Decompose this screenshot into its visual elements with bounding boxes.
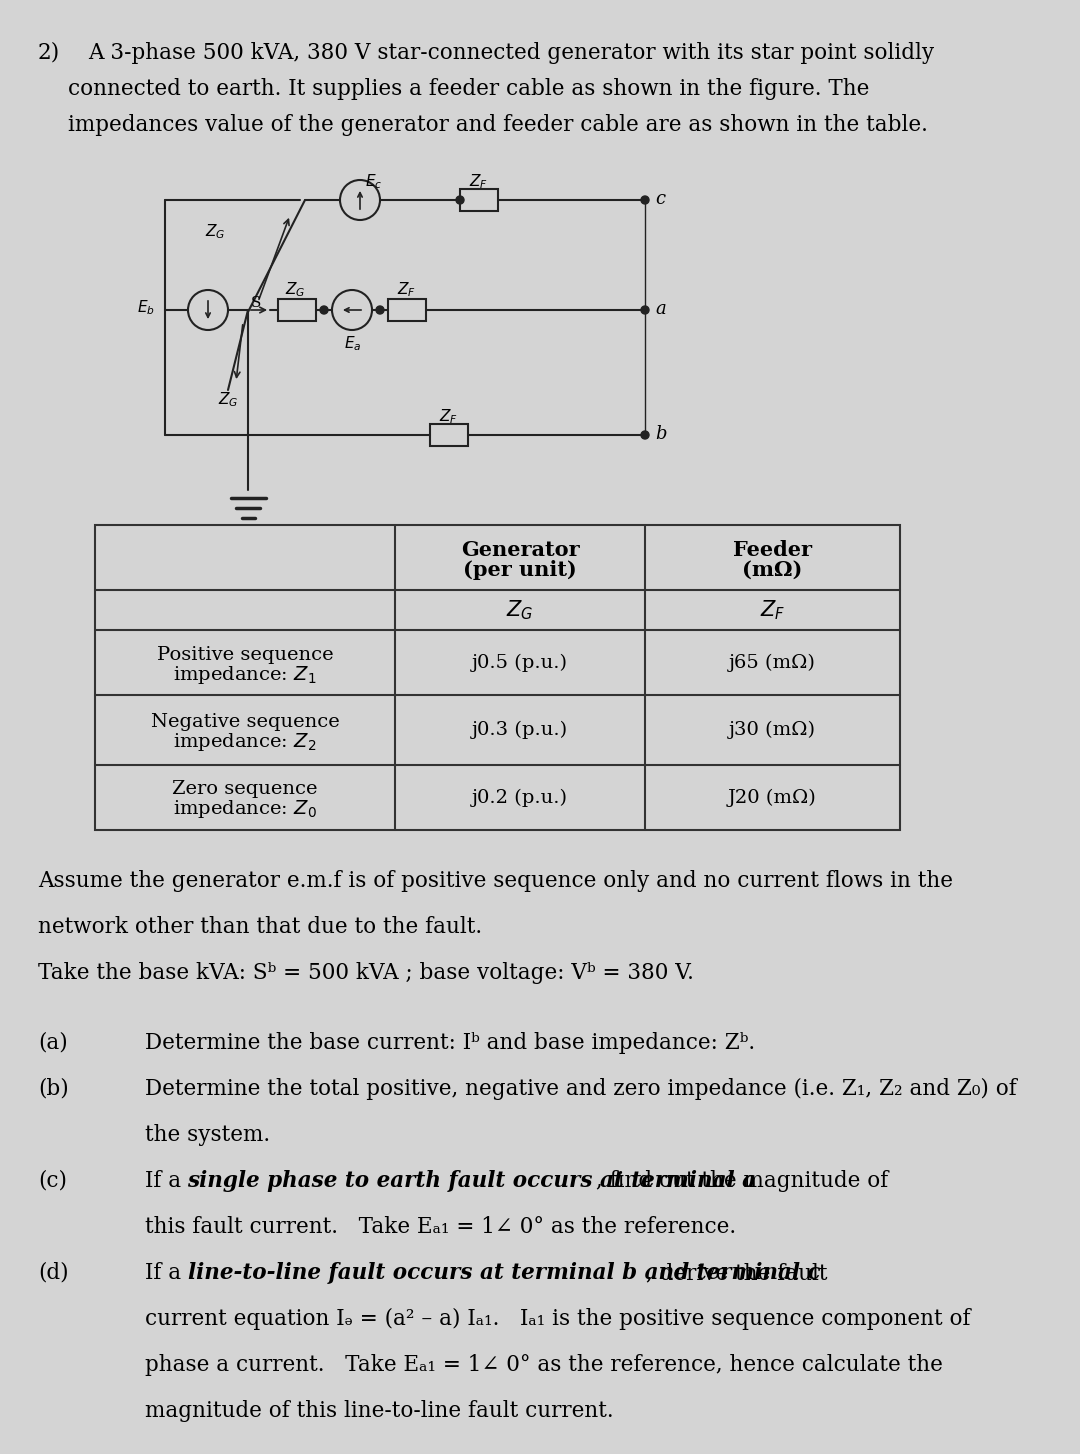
Text: $Z_F$: $Z_F$: [397, 281, 416, 298]
Text: c: c: [654, 190, 665, 208]
Text: $Z_F$: $Z_F$: [760, 598, 785, 622]
Text: , derive the fault: , derive the fault: [647, 1262, 828, 1284]
Text: If a: If a: [145, 1262, 188, 1284]
Bar: [278, 300, 316, 321]
Text: $E_a$: $E_a$: [345, 334, 362, 353]
Text: S: S: [251, 297, 261, 310]
Text: A 3-phase 500 kVA, 380 V star-connected generator with its star point solidly: A 3-phase 500 kVA, 380 V star-connected …: [87, 42, 934, 64]
Text: impedance: $Z_0$: impedance: $Z_0$: [173, 798, 316, 820]
Text: single phase to earth fault occurs at terminal a: single phase to earth fault occurs at te…: [188, 1170, 756, 1192]
Text: j65 (mΩ): j65 (mΩ): [729, 653, 815, 672]
Text: Take the base kVA: Sᵇ = 500 kVA ; base voltage: Vᵇ = 380 V.: Take the base kVA: Sᵇ = 500 kVA ; base v…: [38, 963, 693, 984]
Text: Assume the generator e.m.f is of positive sequence only and no current flows in : Assume the generator e.m.f is of positiv…: [38, 869, 953, 891]
Circle shape: [642, 196, 649, 204]
Text: Determine the total positive, negative and zero impedance (i.e. Z₁, Z₂ and Z₀) o: Determine the total positive, negative a…: [145, 1077, 1016, 1101]
Text: Feeder: Feeder: [733, 539, 812, 560]
Text: $Z_G$: $Z_G$: [205, 222, 226, 241]
Text: Negative sequence: Negative sequence: [150, 712, 339, 731]
Text: (d): (d): [38, 1262, 69, 1284]
Circle shape: [376, 305, 384, 314]
Text: network other than that due to the fault.: network other than that due to the fault…: [38, 916, 482, 938]
Text: j0.3 (p.u.): j0.3 (p.u.): [472, 721, 568, 739]
Text: j30 (mΩ): j30 (mΩ): [729, 721, 816, 739]
Text: $E_b$: $E_b$: [137, 298, 156, 317]
Text: $Z_F$: $Z_F$: [469, 172, 488, 190]
Text: If a: If a: [145, 1170, 188, 1192]
Circle shape: [456, 196, 464, 204]
Text: Positive sequence: Positive sequence: [157, 646, 334, 663]
Text: Zero sequence: Zero sequence: [172, 781, 318, 798]
Circle shape: [642, 430, 649, 439]
Text: impedances value of the generator and feeder cable are as shown in the table.: impedances value of the generator and fe…: [68, 113, 928, 137]
Text: , find out the magnitude of: , find out the magnitude of: [595, 1170, 888, 1192]
Text: j0.5 (p.u.): j0.5 (p.u.): [472, 653, 568, 672]
Text: phase a current.   Take Eₐ₁ = 1∠ 0° as the reference, hence calculate the: phase a current. Take Eₐ₁ = 1∠ 0° as the…: [145, 1354, 943, 1375]
Text: 2): 2): [38, 42, 60, 64]
Circle shape: [320, 305, 328, 314]
Text: a: a: [654, 300, 665, 318]
Text: this fault current.   Take Eₐ₁ = 1∠ 0° as the reference.: this fault current. Take Eₐ₁ = 1∠ 0° as …: [145, 1216, 737, 1237]
Text: line-to-line fault occurs at terminal b and terminal c: line-to-line fault occurs at terminal b …: [188, 1262, 820, 1284]
Text: (per unit): (per unit): [463, 560, 577, 580]
Text: (a): (a): [38, 1032, 68, 1054]
Text: the system.: the system.: [145, 1124, 270, 1146]
Bar: [388, 300, 426, 321]
Bar: [460, 189, 498, 211]
Text: Generator: Generator: [461, 539, 579, 560]
Bar: [430, 425, 468, 446]
Text: magnitude of this line-to-line fault current.: magnitude of this line-to-line fault cur…: [145, 1400, 613, 1422]
Text: $Z_G$: $Z_G$: [285, 281, 306, 298]
Circle shape: [642, 305, 649, 314]
Text: impedance: $Z_2$: impedance: $Z_2$: [174, 731, 316, 753]
Text: b: b: [654, 425, 666, 443]
Text: j0.2 (p.u.): j0.2 (p.u.): [472, 788, 568, 807]
Text: $Z_G$: $Z_G$: [218, 390, 239, 409]
Text: (mΩ): (mΩ): [742, 560, 802, 580]
Text: $Z_G$: $Z_G$: [507, 598, 534, 622]
Bar: [95, 525, 900, 830]
Text: J20 (mΩ): J20 (mΩ): [728, 788, 816, 807]
Text: connected to earth. It supplies a feeder cable as shown in the figure. The: connected to earth. It supplies a feeder…: [68, 79, 869, 100]
Text: (b): (b): [38, 1077, 69, 1101]
Text: current equation Iₔ = (a² – a) Iₐ₁.   Iₐ₁ is the positive sequence component of: current equation Iₔ = (a² – a) Iₐ₁. Iₐ₁ …: [145, 1309, 971, 1330]
Text: Determine the base current: Iᵇ and base impedance: Zᵇ.: Determine the base current: Iᵇ and base …: [145, 1032, 755, 1054]
Text: $E_c$: $E_c$: [365, 172, 382, 190]
Text: (c): (c): [38, 1170, 67, 1192]
Text: $Z_F$: $Z_F$: [438, 407, 458, 426]
Text: impedance: $Z_1$: impedance: $Z_1$: [173, 663, 316, 685]
